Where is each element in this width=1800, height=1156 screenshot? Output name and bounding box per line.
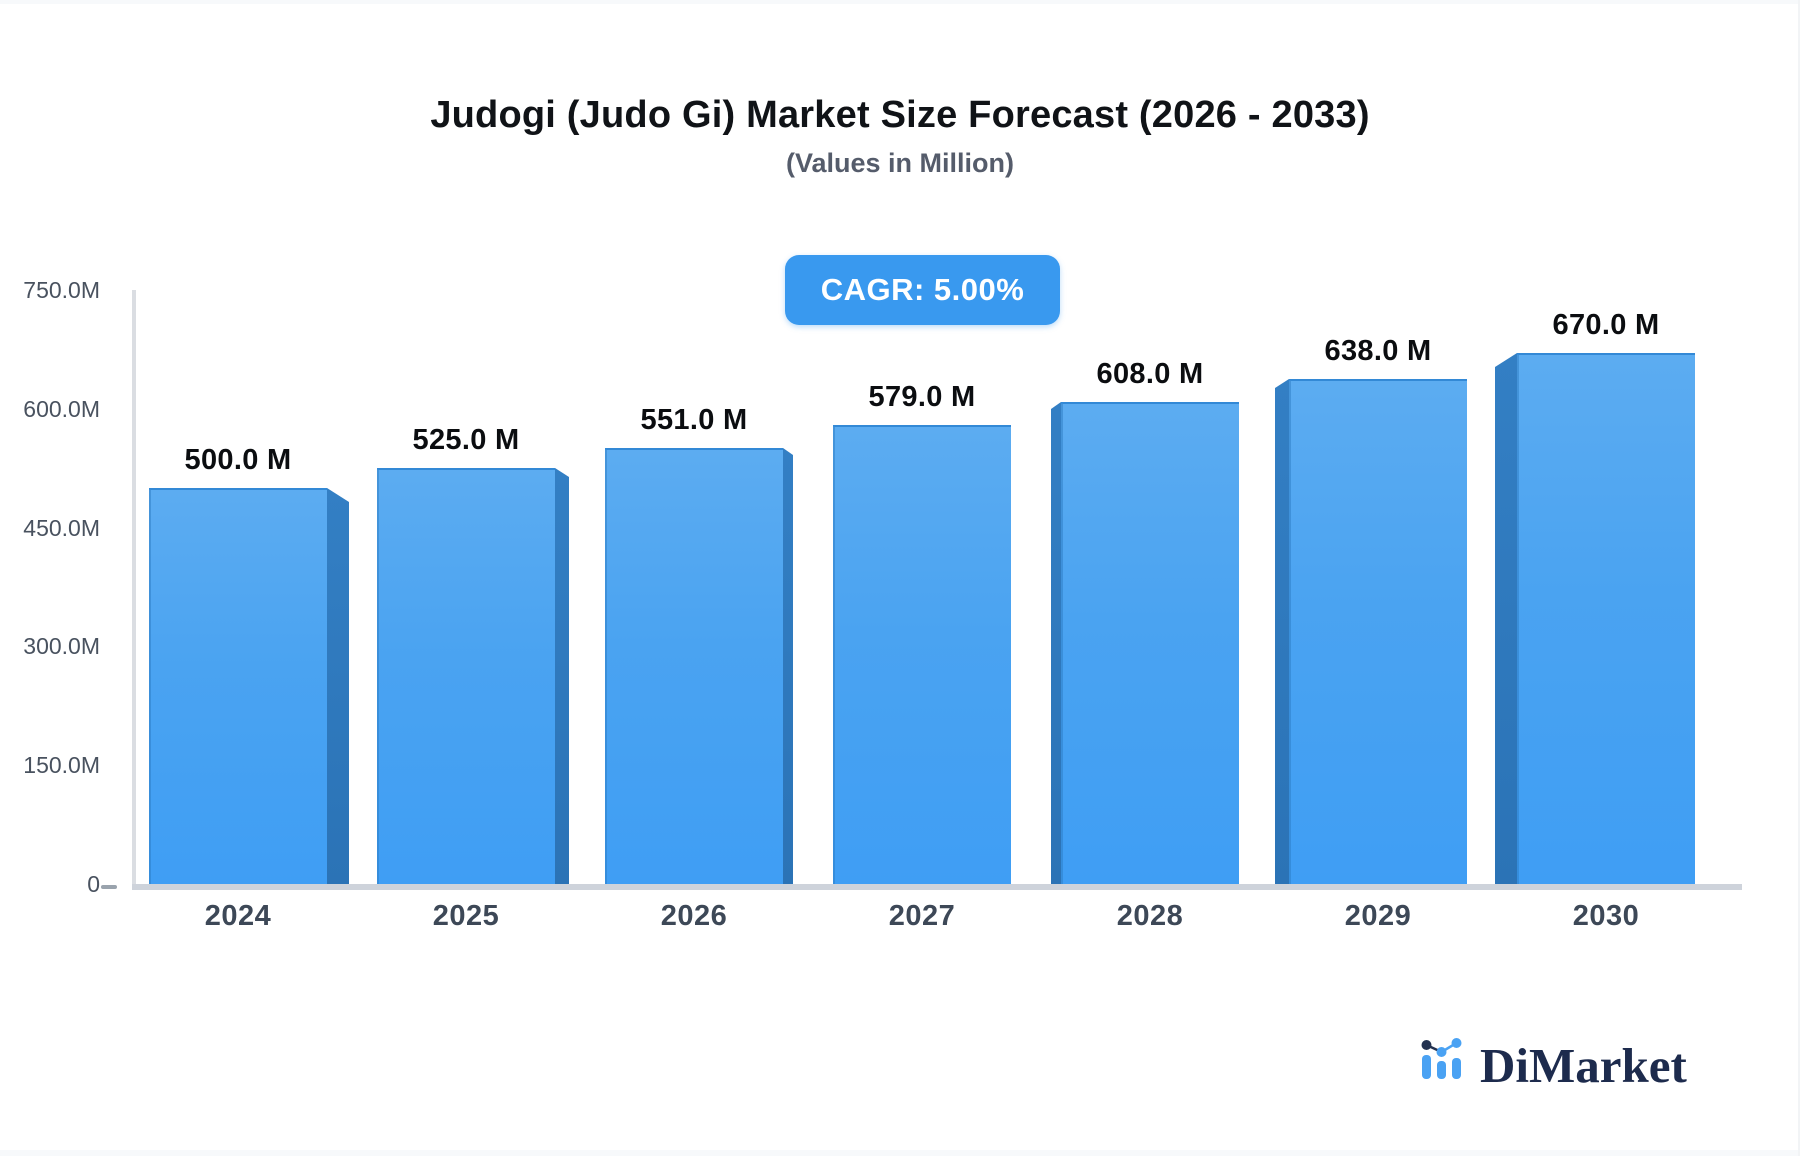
bar-2025[interactable]	[377, 468, 555, 884]
brand-logo: DiMarket	[1420, 1038, 1687, 1094]
zero-tick-mark	[101, 885, 117, 889]
bar-chart-with-trend-dots-icon	[1421, 1038, 1462, 1079]
x-axis-line	[132, 884, 1742, 890]
bar-2026[interactable]	[605, 448, 783, 884]
right-edge-divider	[1798, 0, 1800, 1156]
bar-2027[interactable]	[833, 425, 1011, 884]
bar-2029-3d-side	[1275, 379, 1289, 884]
x-axis-tick-label: 2030	[1572, 900, 1640, 932]
top-edge-divider	[0, 0, 1800, 4]
bar-value-label: 638.0 M	[1324, 335, 1432, 367]
x-axis-tick-label: 2027	[888, 900, 956, 932]
y-axis-line	[132, 290, 136, 890]
bar-2025-3d-side	[555, 468, 569, 884]
bar-2028-3d-side	[1051, 402, 1061, 884]
y-axis-tick-label: 150.0M	[23, 752, 100, 779]
bar-2024[interactable]	[149, 488, 327, 884]
bottom-edge-divider	[0, 1150, 1800, 1156]
bar-value-label: 525.0 M	[412, 424, 520, 456]
bar-2029[interactable]	[1289, 379, 1467, 884]
bar-value-label: 579.0 M	[868, 381, 976, 413]
chart-title: Judogi (Judo Gi) Market Size Forecast (2…	[430, 94, 1370, 136]
bar-2028[interactable]	[1061, 402, 1239, 884]
y-axis-tick-label: 450.0M	[23, 514, 100, 541]
cagr-badge-label: CAGR: 5.00%	[820, 272, 1025, 307]
y-axis-tick-label: 600.0M	[23, 395, 100, 422]
chart-subtitle: (Values in Million)	[785, 148, 1015, 178]
x-axis-tick-label: 2026	[660, 900, 728, 932]
y-axis-tick-label: 0	[87, 871, 100, 897]
brand-logo-text: DiMarket	[1480, 1038, 1687, 1093]
bar-value-label: 551.0 M	[640, 404, 748, 436]
x-axis-tick-label: 2024	[204, 900, 272, 932]
bar-value-label: 608.0 M	[1096, 358, 1204, 390]
y-axis-tick-label: 300.0M	[23, 633, 100, 660]
x-axis-tick-label: 2025	[432, 900, 500, 932]
bar-2030-3d-side	[1495, 353, 1517, 884]
bar-2026-3d-side	[783, 448, 793, 884]
y-axis-tick-label: 750.0M	[23, 277, 100, 303]
x-axis-tick-label: 2029	[1344, 900, 1412, 932]
cagr-badge: CAGR: 5.00%	[785, 255, 1060, 325]
bar-2030[interactable]	[1517, 353, 1695, 884]
x-axis-tick-label: 2028	[1116, 900, 1184, 932]
bar-value-label: 670.0 M	[1552, 309, 1660, 341]
bar-value-label: 500.0 M	[184, 444, 292, 476]
bar-2024-3d-side	[327, 488, 349, 884]
